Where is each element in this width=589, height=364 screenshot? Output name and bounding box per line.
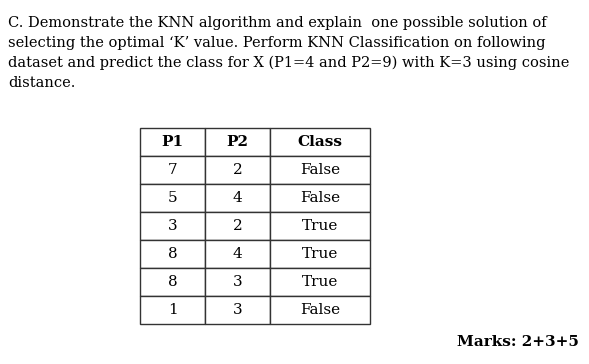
Bar (270, 296, 370, 324)
Bar (205, 240, 270, 268)
Text: 1: 1 (168, 303, 177, 317)
Bar (270, 156, 370, 184)
Text: C. Demonstrate the KNN algorithm and explain  one possible solution of: C. Demonstrate the KNN algorithm and exp… (8, 16, 547, 30)
Bar (140, 184, 205, 212)
Text: True: True (302, 247, 338, 261)
Bar (270, 240, 370, 268)
Text: 3: 3 (233, 275, 242, 289)
Bar (270, 128, 370, 156)
Text: False: False (300, 163, 340, 177)
Bar (140, 296, 205, 324)
Bar (140, 128, 205, 156)
Text: distance.: distance. (8, 76, 75, 90)
Bar (205, 296, 270, 324)
Text: 3: 3 (233, 303, 242, 317)
Text: 4: 4 (233, 191, 243, 205)
Bar (270, 268, 370, 296)
Text: dataset and predict the class for X (P1=4 and P2=9) with K=3 using cosine: dataset and predict the class for X (P1=… (8, 56, 570, 70)
Text: True: True (302, 275, 338, 289)
Text: 2: 2 (233, 219, 243, 233)
Text: 2: 2 (233, 163, 243, 177)
Bar (140, 212, 205, 240)
Bar (270, 212, 370, 240)
Text: Marks: 2+3+5: Marks: 2+3+5 (457, 335, 579, 349)
Bar (205, 268, 270, 296)
Text: 5: 5 (168, 191, 177, 205)
Bar (140, 240, 205, 268)
Text: Class: Class (297, 135, 342, 149)
Bar (140, 268, 205, 296)
Text: 8: 8 (168, 275, 177, 289)
Bar (205, 184, 270, 212)
Text: False: False (300, 303, 340, 317)
Text: 7: 7 (168, 163, 177, 177)
Text: P2: P2 (227, 135, 249, 149)
Bar (140, 156, 205, 184)
Bar (205, 128, 270, 156)
Bar (205, 156, 270, 184)
Text: 4: 4 (233, 247, 243, 261)
Text: selecting the optimal ‘K’ value. Perform KNN Classification on following: selecting the optimal ‘K’ value. Perform… (8, 36, 545, 50)
Bar (270, 184, 370, 212)
Text: P1: P1 (161, 135, 184, 149)
Text: 3: 3 (168, 219, 177, 233)
Text: 8: 8 (168, 247, 177, 261)
Text: True: True (302, 219, 338, 233)
Text: False: False (300, 191, 340, 205)
Bar (205, 212, 270, 240)
